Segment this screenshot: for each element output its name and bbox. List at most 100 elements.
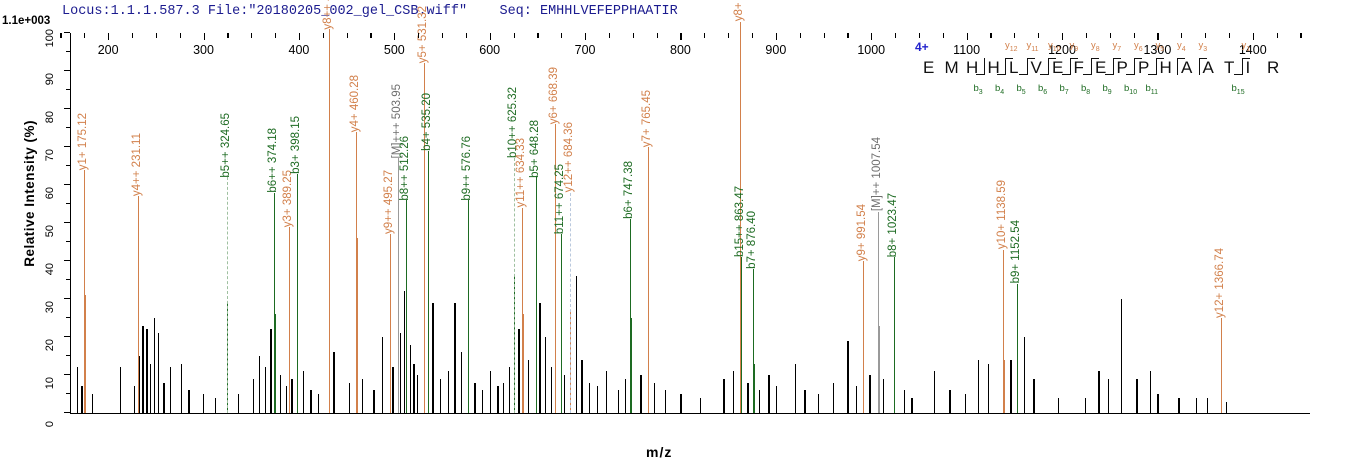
peak-unassigned (413, 363, 415, 413)
spectrum-header: Locus:1.1.1.587.3 File:"20180205_002_gel… (62, 4, 678, 19)
annotation-leader-line (227, 177, 229, 413)
ladder-cleavage-tick (1061, 74, 1070, 76)
ladder-residue: H (1159, 58, 1172, 77)
peak-unassigned (1023, 337, 1026, 413)
peak-unassigned (180, 363, 182, 413)
annotation-label: b5+ 648.28 (528, 119, 541, 178)
peak-unassigned (1149, 371, 1152, 413)
peak-unassigned (454, 302, 456, 413)
peak-unassigned (409, 344, 411, 413)
y-tick-minor (66, 164, 70, 166)
x-tick-label: 600 (479, 43, 501, 57)
spectrum-plot: y1+ 175.12 y4++ 231.11 b5++ 324.65 b6++ 374… (44, 0, 1310, 427)
annotation-leader-line (893, 257, 895, 413)
ladder-residue: E (1052, 58, 1064, 77)
ladder-b-ion-label: b10 (1124, 83, 1138, 96)
annotation-label: y11++ 634.33 (515, 138, 528, 208)
ladder-residue: I (1245, 58, 1251, 77)
annotation-leader-line (863, 261, 865, 413)
x-tick-label: 1000 (857, 43, 886, 57)
annotation-leader-line (398, 158, 400, 413)
annotation-leader-line (84, 169, 86, 413)
ladder-cleavage-tick (997, 74, 1005, 76)
annotation-label: y8+ 862.49 (733, 0, 745, 22)
annotation-label: b7+ 876.40 (746, 210, 759, 269)
annotation-leader-line (467, 200, 469, 413)
ladder-y-ion-label: y10 (1048, 40, 1061, 53)
peak-unassigned (987, 363, 989, 413)
peak-unassigned (373, 390, 375, 413)
peak-unassigned (833, 382, 835, 413)
peak-unassigned (1206, 397, 1209, 413)
peak-unassigned (461, 352, 463, 413)
ladder-cleavage-tick (1069, 58, 1078, 60)
ladder-cleavage-tick (1134, 58, 1142, 60)
x-tick-minor (275, 33, 277, 38)
annotation-label: b8++ 512.26 (399, 135, 411, 201)
peak-unassigned (1010, 359, 1012, 413)
peak-unassigned (157, 333, 160, 413)
annotation-label: b5++ 324.65 (220, 112, 233, 178)
peak-unassigned (237, 394, 240, 413)
peak-unassigned (150, 363, 152, 413)
y-tick-minor (66, 316, 70, 318)
ladder-cleavage-bar (1091, 58, 1093, 75)
x-tick-minor (1300, 33, 1302, 38)
peak-unassigned (253, 378, 255, 413)
x-tick-minor (1038, 33, 1040, 38)
x-tick-minor (632, 33, 634, 38)
x-tick-minor (608, 33, 611, 38)
ladder-cleavage-bar (1241, 58, 1243, 75)
x-tick-minor (561, 33, 563, 38)
peak-unassigned (804, 390, 806, 413)
y-tick-label: 60 (44, 186, 56, 199)
ladder-b-ion-label: b3 (973, 83, 983, 96)
peak-unassigned (1033, 378, 1035, 413)
annotation-label: y9+ 991.54 (856, 203, 869, 261)
annotation-leader-line (389, 234, 391, 413)
peak-unassigned (747, 382, 749, 413)
peak-unassigned (142, 325, 144, 413)
peak-unassigned (518, 329, 520, 413)
annotation-leader-line (647, 147, 649, 413)
annotation-label: y12+ 1366.74 (1214, 247, 1227, 318)
x-tick-minor (656, 33, 658, 38)
annotation-leader-line (406, 200, 407, 413)
annotation-label: b3+ 398.15 (290, 115, 303, 174)
x-tick-minor (442, 33, 444, 38)
peak-unassigned (474, 382, 476, 413)
peak-unassigned (978, 359, 980, 413)
peak-unassigned (133, 386, 136, 413)
peak-unassigned (447, 371, 450, 413)
x-tick-label: 300 (193, 43, 214, 57)
peak-unassigned (680, 394, 682, 413)
annotation-label: y4++ 231.11 (130, 133, 143, 197)
y-tick-label: 30 (44, 300, 56, 313)
peak-unassigned (768, 375, 770, 413)
ladder-b-ion-label: b4 (995, 83, 1005, 96)
x-tick-minor (465, 33, 468, 38)
ladder-residue: R (1267, 58, 1280, 77)
y-tick-minor (66, 202, 70, 204)
x-tick-minor (179, 33, 181, 38)
peak-unassigned (258, 356, 261, 413)
x-tick-minor (799, 33, 801, 38)
peak-unassigned (625, 378, 627, 413)
ladder-residue: T (1224, 58, 1235, 77)
peak-unassigned (855, 386, 858, 413)
peak-unassigned (588, 382, 591, 413)
x-tick (871, 33, 873, 40)
ladder-cleavage-tick (1005, 58, 1013, 60)
peak-unassigned (550, 367, 553, 413)
ladder-residue: M (944, 58, 959, 77)
peak-unassigned (270, 329, 272, 413)
annotation-leader-line (741, 257, 742, 413)
ladder-y-ion-label: y7 (1112, 40, 1122, 53)
peak-unassigned (482, 390, 484, 413)
x-tick (966, 33, 968, 40)
peak-unassigned (617, 390, 619, 413)
x-tick-minor (1109, 33, 1111, 38)
x-axis-label: m/z (646, 444, 673, 460)
peak-unassigned (138, 356, 140, 413)
peak-unassigned (964, 394, 966, 413)
